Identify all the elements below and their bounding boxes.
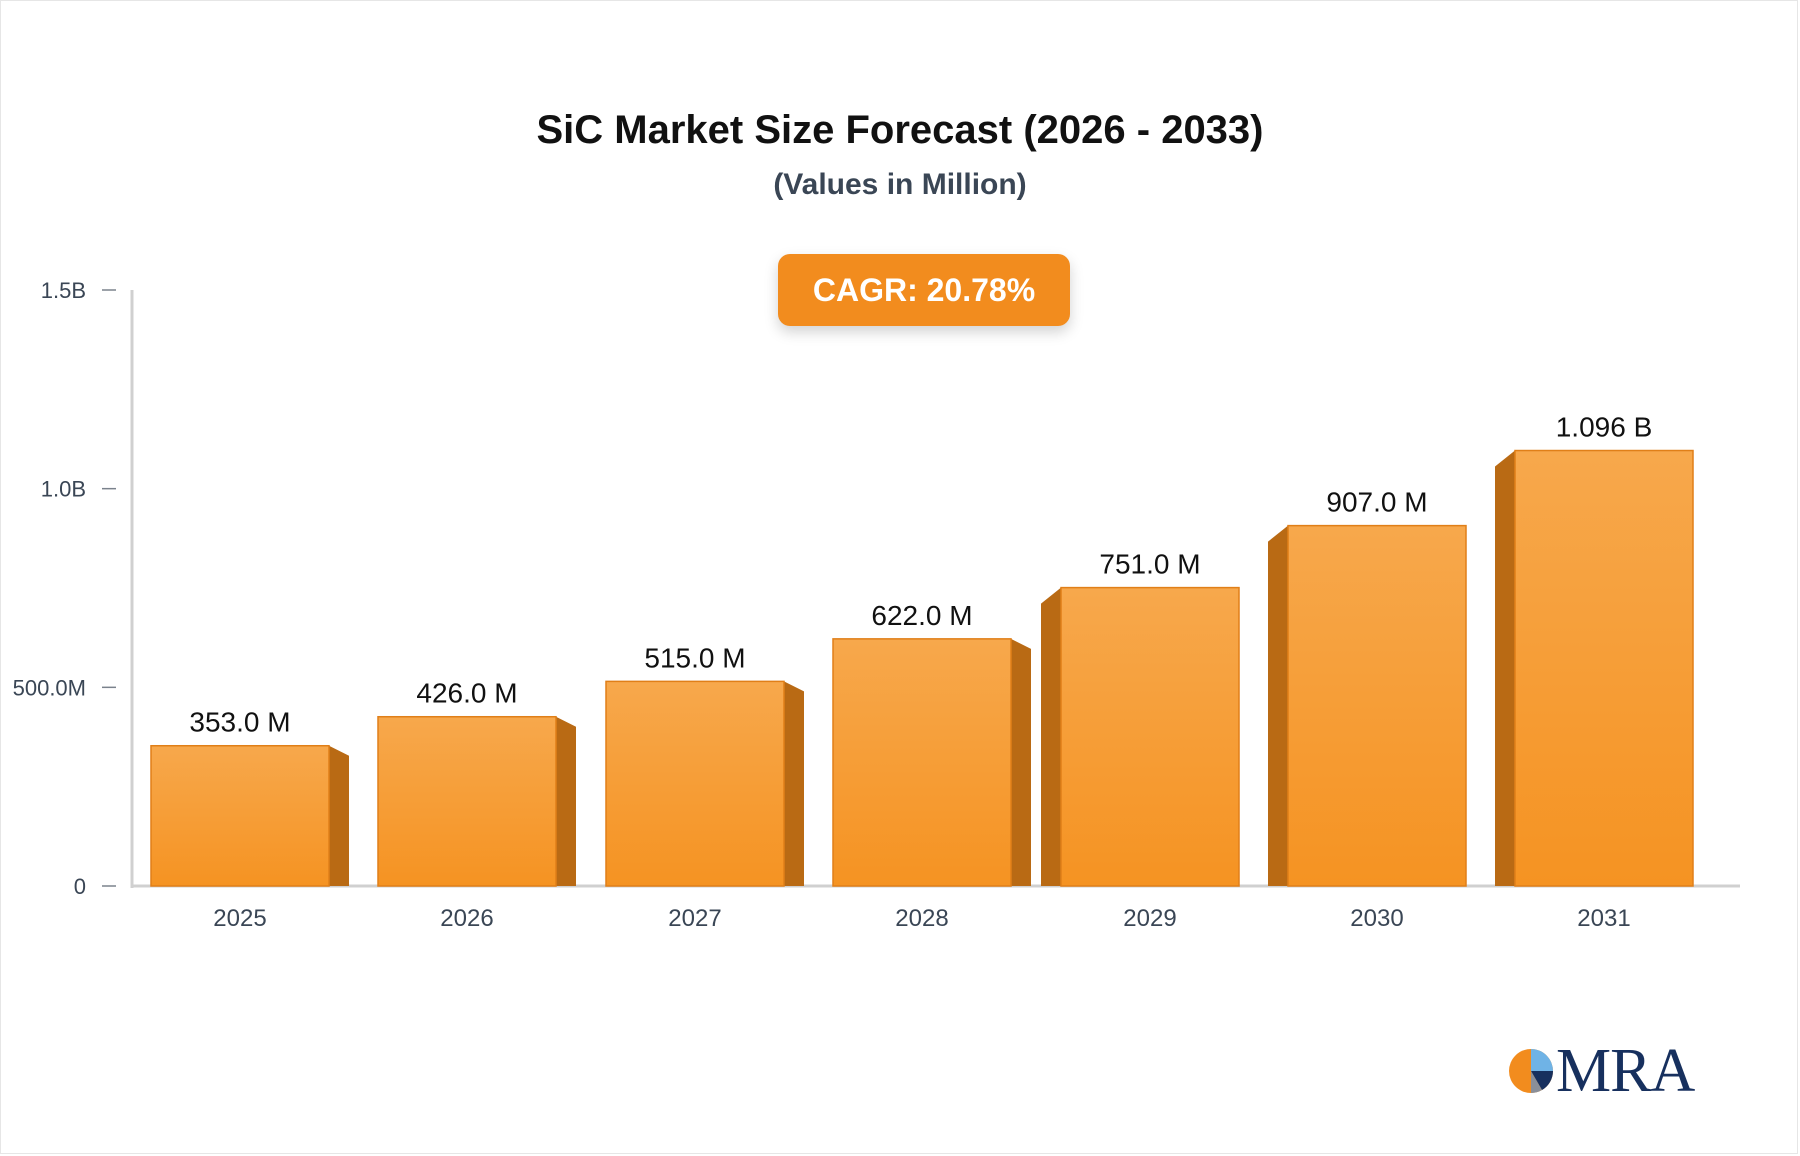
bar-side-face (329, 745, 349, 886)
chart-title: SiC Market Size Forecast (2026 - 2033) (536, 108, 1264, 152)
x-tick-label: 2026 (440, 905, 493, 932)
bar-value-label: 907.0 M (1326, 487, 1427, 518)
logo-text: MRA (1556, 1037, 1695, 1105)
cagr-badge: CAGR: 20.78% (778, 254, 1070, 326)
bar-value-label: 1.096 B (1556, 412, 1653, 443)
y-tick-label: 500.0M (13, 675, 86, 700)
chart-bars (150, 449, 1694, 887)
bar-value-label: 353.0 M (189, 707, 290, 738)
bar-2030 (1268, 524, 1467, 887)
bar-2031 (1495, 449, 1694, 887)
bar-side-face (1495, 450, 1515, 886)
bar-2026 (377, 715, 576, 887)
bar-value-label: 426.0 M (416, 678, 517, 709)
bar-value-label: 622.0 M (871, 600, 972, 631)
x-tick-label: 2030 (1350, 905, 1403, 932)
bar-value-label: 751.0 M (1099, 549, 1200, 580)
bar-front-face (832, 638, 1012, 887)
bar-front-face (1060, 586, 1240, 887)
x-tick-label: 2029 (1123, 905, 1176, 932)
chart-labels: 353.0 M 2025 426.0 M 2026 515.0 M 2027 622.0 M… (189, 412, 1652, 932)
bar-side-face (556, 716, 576, 886)
chart-subtitle: (Values in Million) (773, 168, 1027, 201)
bar-2025 (150, 744, 349, 887)
bar-front-face (605, 680, 785, 887)
bar-side-face (1041, 587, 1061, 886)
bar-2027 (605, 680, 804, 887)
bar-side-face (784, 681, 804, 886)
bar-2029 (1041, 586, 1240, 887)
bar-front-face (377, 715, 557, 887)
bar-side-face (1011, 638, 1031, 886)
x-tick-label: 2025 (213, 905, 266, 932)
logo-pie-icon (1509, 1049, 1553, 1093)
x-tick-label: 2028 (895, 905, 948, 932)
x-tick-label: 2031 (1577, 905, 1630, 932)
bar-side-face (1268, 525, 1288, 886)
bar-2028 (832, 638, 1031, 887)
bar-front-face (1287, 524, 1467, 887)
bar-front-face (150, 744, 330, 887)
y-tick-label: 1.0B (41, 477, 86, 502)
y-tick-label: 0 (74, 874, 86, 899)
mra-logo: MRA (1506, 1038, 1696, 1104)
bar-value-label: 515.0 M (644, 642, 745, 673)
x-tick-label: 2027 (668, 905, 721, 932)
y-tick-label: 1.5B (41, 278, 86, 303)
bar-front-face (1514, 449, 1694, 887)
